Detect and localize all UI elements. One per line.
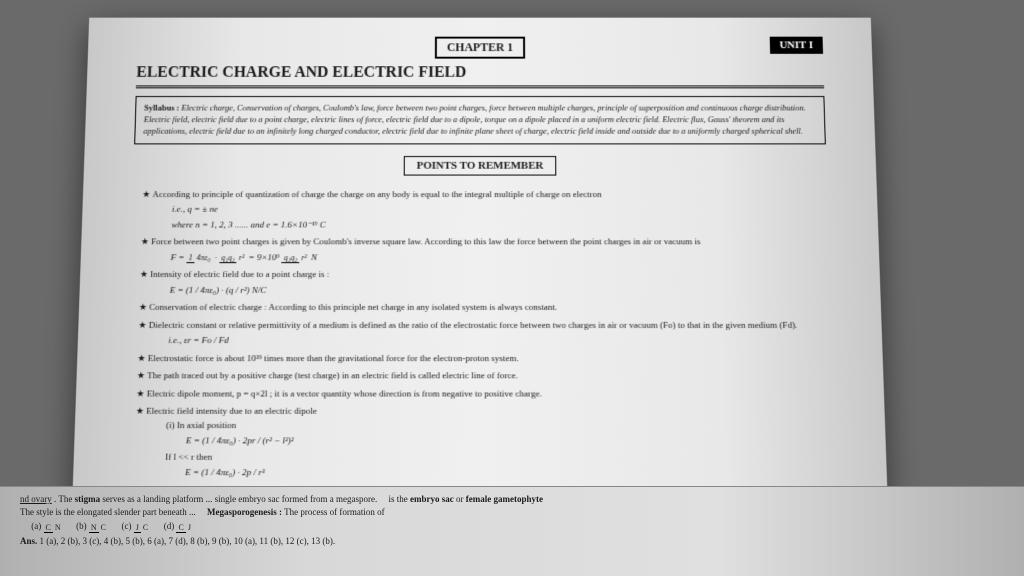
point-item-4: Conservation of electric charge : Accord…	[149, 301, 831, 314]
fragment-text: . The	[54, 494, 75, 504]
formula: i.e., εr = Fo / Fd	[168, 334, 832, 348]
formula-part: N	[311, 252, 317, 262]
fraction: 14πε₀	[186, 252, 212, 264]
fraction: q₁q₂r²	[282, 252, 309, 264]
formula: E = (1 / 4πε₀) · (q / r²) N/C	[170, 284, 831, 297]
embryo-sac-label: embryo sac	[410, 494, 454, 504]
point-text: The path traced out by a positive charge…	[147, 370, 518, 380]
ans-list: 1 (a), 2 (b), 3 (c), 4 (b), 5 (b), 6 (a)…	[40, 536, 336, 546]
sub-if: If l << r then	[165, 451, 212, 461]
chapter-label: CHAPTER 1	[435, 37, 525, 59]
point-text: Dielectric constant or relative permitti…	[149, 320, 798, 330]
fraction-CN: CN	[44, 522, 63, 533]
points-header: POINTS TO REMEMBER	[404, 156, 557, 175]
option-c: (c)	[122, 521, 132, 531]
fragment-text: serves as a landing platform ... single …	[102, 494, 377, 504]
formula: where n = 1, 2, 3 ...... and e = 1.6×10⁻…	[171, 218, 828, 231]
unit-label: UNIT I	[769, 37, 823, 54]
fraction-JC: JC	[134, 522, 150, 533]
bottom-line: The style is the elongated slender part …	[20, 506, 1004, 519]
answers-row: Ans. 1 (a), 2 (b), 3 (c), 4 (b), 5 (b), …	[20, 535, 1004, 548]
syllabus-label: Syllabus :	[144, 103, 179, 113]
point-item-5: Dielectric constant or relative permitti…	[148, 319, 832, 348]
fraction-NC: NC	[89, 522, 108, 533]
option-a: (a)	[31, 521, 41, 531]
formula: E = (1 / 4πε₀) · 2p / r³	[185, 466, 836, 480]
point-text: Electrostatic force is about 10³⁹ times …	[148, 353, 519, 363]
point-text: Electric field intensity due to an elect…	[146, 406, 317, 416]
points-header-wrapper: POINTS TO REMEMBER	[133, 152, 827, 179]
option-b: (b)	[76, 521, 87, 531]
point-text: Intensity of electric field due to a poi…	[150, 269, 329, 279]
point-item-3: Intensity of electric field due to a poi…	[150, 268, 831, 297]
fragment-bold: Megasporogenesis :	[207, 507, 282, 517]
point-item-1: According to principle of quantization o…	[151, 188, 828, 232]
page-title: ELECTRIC CHARGE AND ELECTRIC FIELD	[136, 64, 824, 88]
fragment-text: The process of formation of	[284, 507, 384, 517]
point-text: Electric dipole moment, p = q×2l ; it is…	[147, 388, 542, 398]
formula: i.e., q = ± ne	[172, 203, 828, 216]
sub-item: (i) In axial position E = (1 / 4πε₀) · 2…	[144, 419, 836, 480]
sub-label: (i) In axial position	[166, 420, 236, 430]
syllabus-text: Electric charge, Conservation of charges…	[143, 103, 806, 136]
fragment-bold: stigma	[75, 494, 101, 504]
fragment-text: The style is the elongated slender part …	[20, 507, 196, 517]
chapter-wrapper: CHAPTER 1	[137, 37, 824, 65]
point-text: Conservation of electric charge : Accord…	[149, 302, 557, 312]
point-item-2: Force between two point charges is given…	[150, 236, 829, 265]
point-item-9: Electric field intensity due to an elect…	[144, 405, 836, 480]
fragment-text: nd ovary	[20, 494, 52, 504]
fraction-CJ: CJ	[176, 522, 192, 533]
ans-label: Ans.	[20, 536, 37, 546]
textbook-page: UNIT I CHAPTER 1 ELECTRIC CHARGE AND ELE…	[70, 18, 889, 555]
formula: F = 14πε₀ · q₁q₂r² = 9×10⁹ q₁q₂r² N	[170, 251, 829, 264]
point-item-7: The path traced out by a positive charge…	[147, 369, 833, 383]
formula: E = (1 / 4πε₀) · 2pr / (r² − l²)²	[186, 434, 835, 448]
fraction: q₁q₂r²	[219, 252, 246, 264]
points-list: According to principle of quantization o…	[124, 188, 836, 480]
bottom-line: nd ovary . The stigma serves as a landin…	[20, 493, 1004, 506]
point-item-8: Electric dipole moment, p = q×2l ; it is…	[147, 387, 834, 401]
option-d: (d)	[164, 521, 175, 531]
point-text: Force between two point charges is given…	[151, 237, 701, 247]
point-text: According to principle of quantization o…	[152, 189, 601, 199]
formula-part: = 9×10⁹	[248, 252, 281, 262]
options-row: (a) CN (b) NC (c) JC (d) CJ	[20, 520, 1004, 533]
point-item-6: Electrostatic force is about 10³⁹ times …	[148, 352, 833, 366]
syllabus-box: Syllabus : Electric charge, Conservation…	[134, 96, 826, 144]
female-gametophyte-label: female gametophyte	[466, 494, 543, 504]
bottom-page-fragment: nd ovary . The stigma serves as a landin…	[0, 486, 1024, 576]
formula-part: F =	[170, 252, 186, 262]
